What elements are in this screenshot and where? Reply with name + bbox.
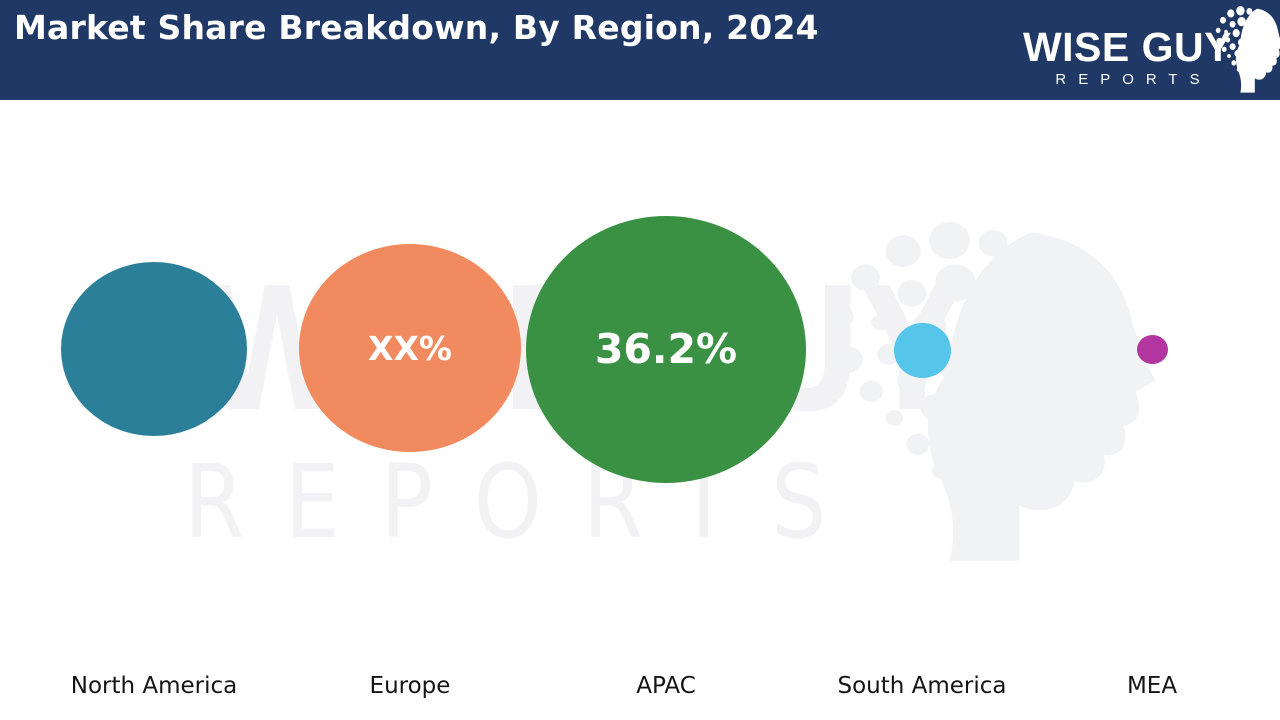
category-label-apac: APAC [636,673,696,699]
bubble-mea [1136,334,1168,364]
category-label-europe: Europe [369,673,451,699]
category-label-mea: MEA [1126,673,1178,699]
category-label-south-america: South America [837,673,1007,699]
head-profile-icon [1215,6,1280,93]
watermark-subtitle: REPORTS [184,443,868,562]
watermark-head-icon [830,222,1156,561]
bubble-south-america [893,322,951,378]
bubble-value-europe: XX% [368,328,452,368]
header-bar: Market Share Breakdown, By Region, 2024 … [0,0,1280,100]
wise-guy-logo: WISE GUY REPORTS [1023,2,1280,98]
logo-wordmark: WISE GUY [1022,24,1232,70]
bubble-value-apac: 36.2% [594,325,738,373]
bubble-chart: WISE GUY REPORTS North AmericaXX%Europe3… [0,100,1280,720]
bubble-apac: 36.2% [526,215,806,483]
bubble-north-america [61,262,247,436]
bubble-europe: XX% [299,244,521,452]
logo-subtitle: REPORTS [1055,71,1212,88]
category-label-north-america: North America [70,673,238,699]
page-title: Market Share Breakdown, By Region, 2024 [14,8,819,47]
logo-text: WISE GUY REPORTS [1022,24,1232,88]
